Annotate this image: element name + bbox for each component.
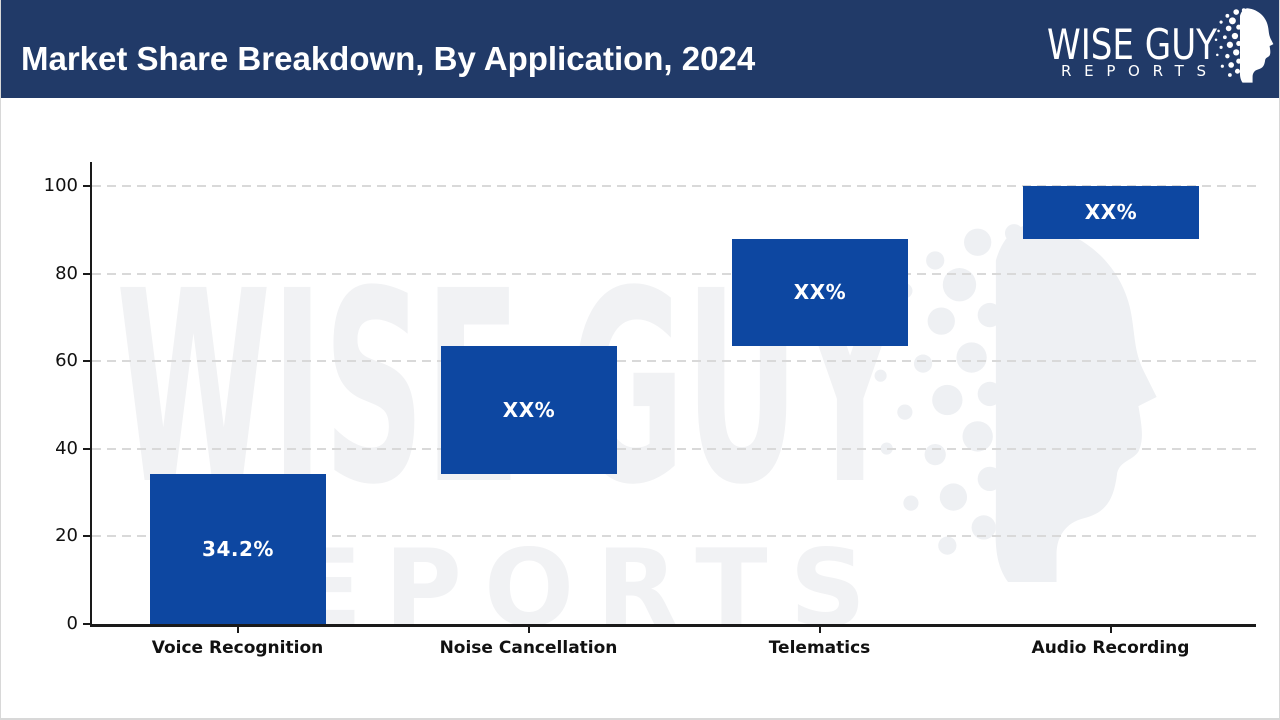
- brand-logo: WISE GUY REPORTS: [1047, 8, 1274, 83]
- y-tick-label: 20: [55, 525, 78, 547]
- x-axis-tick: [527, 627, 530, 633]
- bar: XX%: [732, 238, 908, 346]
- y-axis-tick: [83, 447, 90, 450]
- y-tick-label: 40: [55, 437, 78, 459]
- y-tick-label: 80: [55, 262, 78, 284]
- gridline: [92, 272, 1256, 275]
- y-tick-label: 0: [66, 613, 78, 634]
- bar-value-label: XX%: [793, 280, 847, 305]
- bar-value-label: XX%: [1084, 200, 1138, 225]
- category-label: Telematics: [768, 638, 871, 658]
- bar-value-label: XX%: [502, 398, 556, 423]
- bar: 34.2%: [150, 474, 326, 624]
- bar: XX%: [441, 345, 617, 475]
- y-axis-tick: [83, 272, 90, 275]
- gridline: [92, 535, 1256, 538]
- logo-head-icon: [1214, 8, 1274, 83]
- gridline: [92, 447, 1256, 450]
- category-label: Audio Recording: [1031, 638, 1190, 658]
- plot-area: 0 20 40 60 80 100 34.2% Voice Recognition XX% Noi…: [44, 162, 1256, 658]
- category-label: Voice Recognition: [151, 638, 324, 658]
- logo-wiseguy-text: WISE GUY: [1047, 20, 1217, 69]
- bar-value-label: 34.2%: [202, 537, 274, 562]
- y-axis-tick: [83, 623, 90, 625]
- x-axis-tick: [818, 627, 821, 633]
- y-axis-tick: [83, 185, 90, 188]
- x-axis-tick: [1109, 627, 1112, 633]
- category-label: Noise Cancellation: [439, 638, 618, 658]
- y-tick-label: 100: [43, 175, 78, 197]
- y-tick-label: 60: [55, 350, 78, 372]
- gridline: [92, 185, 1256, 188]
- y-axis-tick: [83, 535, 90, 538]
- bar: XX%: [1023, 186, 1199, 239]
- x-axis-tick: [236, 627, 239, 633]
- header-bar: Market Share Breakdown, By Application, …: [1, 0, 1279, 98]
- gridline: [92, 360, 1256, 363]
- y-axis-tick: [83, 360, 90, 363]
- page-title: Market Share Breakdown, By Application, …: [21, 40, 756, 77]
